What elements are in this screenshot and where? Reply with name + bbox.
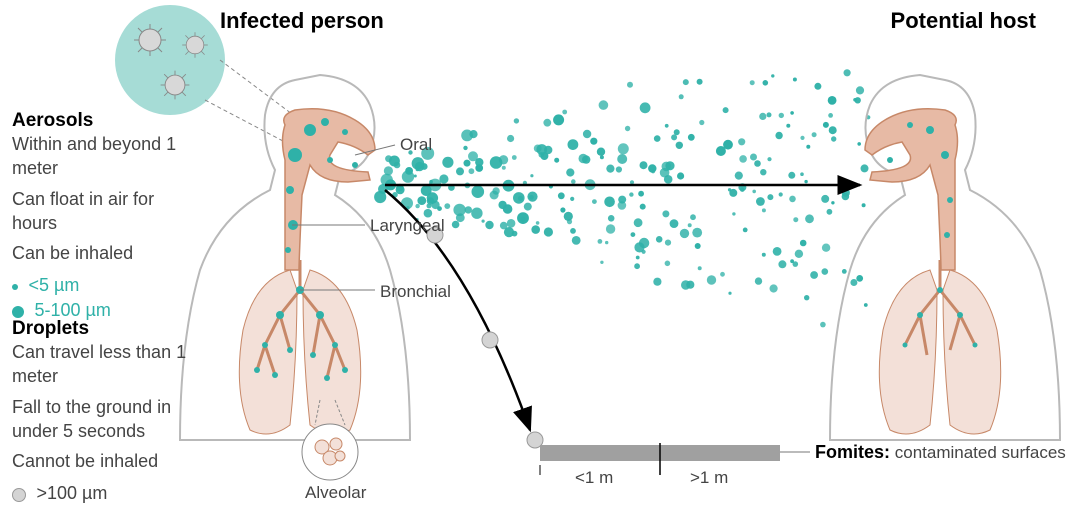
droplets-line1: Can travel less than 1 meter bbox=[12, 340, 192, 389]
aerosols-block: Aerosols Within and beyond 1 meter Can f… bbox=[12, 110, 182, 322]
droplet-dot-icon bbox=[12, 488, 26, 502]
aerosol-small-dot-icon bbox=[12, 284, 18, 290]
aerosols-line3: Can be inhaled bbox=[12, 241, 182, 265]
aerosol-legend-large: 5-100 µm bbox=[34, 300, 110, 320]
droplet-legend: >100 µm bbox=[36, 483, 107, 503]
alveolar-label: Alveolar bbox=[305, 483, 366, 503]
droplets-block: Droplets Can travel less than 1 meter Fa… bbox=[12, 318, 192, 506]
lt1m-label: <1 m bbox=[575, 468, 613, 488]
potential-host-figure bbox=[830, 75, 1060, 440]
laryngeal-label: Laryngeal bbox=[370, 216, 445, 236]
gt1m-label: >1 m bbox=[690, 468, 728, 488]
fomites-rest: contaminated surfaces bbox=[890, 443, 1066, 462]
droplets-line3: Cannot be inhaled bbox=[12, 449, 192, 473]
infected-title: Infected person bbox=[220, 8, 384, 34]
oral-label: Oral bbox=[400, 135, 432, 155]
aerosol-large-dot-icon bbox=[12, 306, 24, 318]
infected-person-figure bbox=[180, 75, 410, 480]
droplets-line2: Fall to the ground in under 5 seconds bbox=[12, 395, 192, 444]
aerosols-line1: Within and beyond 1 meter bbox=[12, 132, 182, 181]
aerosols-line2: Can float in air for hours bbox=[12, 187, 182, 236]
fomites-label: Fomites: contaminated surfaces bbox=[815, 442, 1066, 463]
fomites-bold: Fomites: bbox=[815, 442, 890, 462]
aerosols-heading: Aerosols bbox=[12, 110, 182, 132]
host-title: Potential host bbox=[891, 8, 1036, 34]
bronchial-label: Bronchial bbox=[380, 282, 451, 302]
aerosol-legend-small: <5 µm bbox=[28, 275, 79, 295]
droplets-heading: Droplets bbox=[12, 318, 192, 340]
